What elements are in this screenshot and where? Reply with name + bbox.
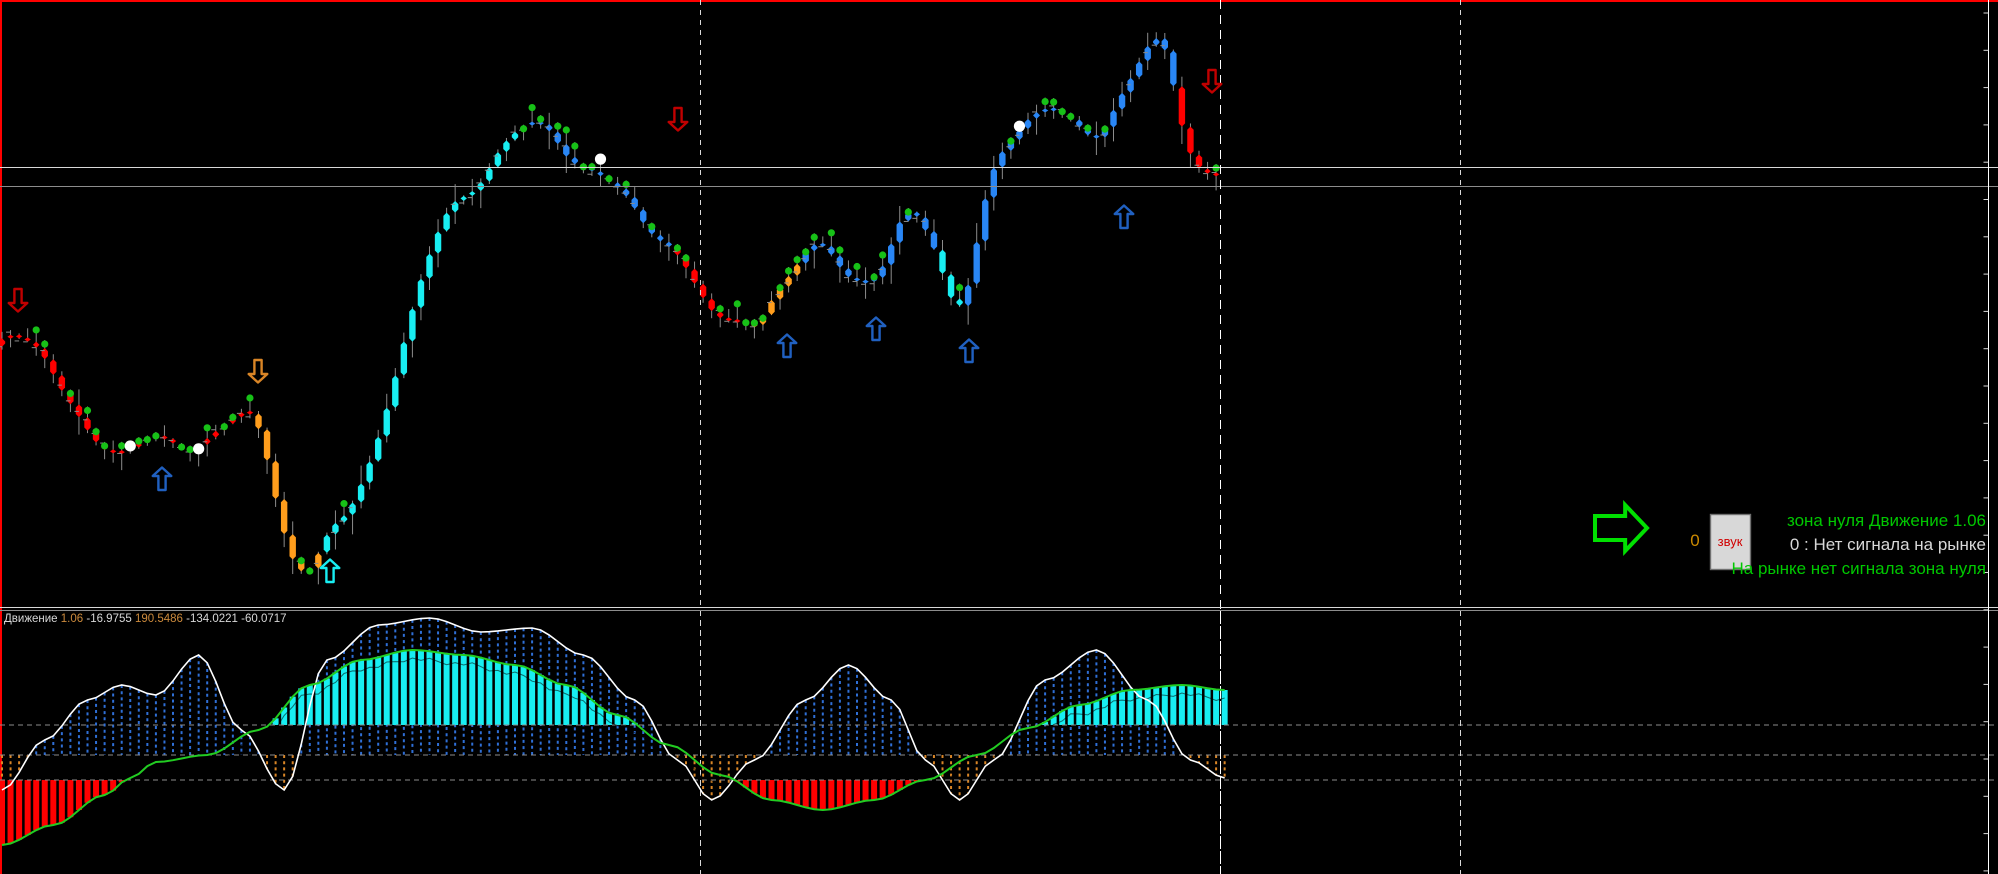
svg-text:На рынке нет сигнала зона нуля: На рынке нет сигнала зона нуля [1731, 559, 1986, 578]
svg-text:зона нуля Движение 1.06: зона нуля Движение 1.06 [1787, 511, 1986, 530]
svg-text:Движение 1.06 -16.9755 190.548: Движение 1.06 -16.9755 190.5486 -134.022… [4, 613, 287, 625]
svg-text:0 : Нет сигнала на рынке: 0 : Нет сигнала на рынке [1790, 535, 1986, 554]
svg-text:звук: звук [1718, 534, 1743, 549]
svg-text:0: 0 [1690, 531, 1699, 550]
